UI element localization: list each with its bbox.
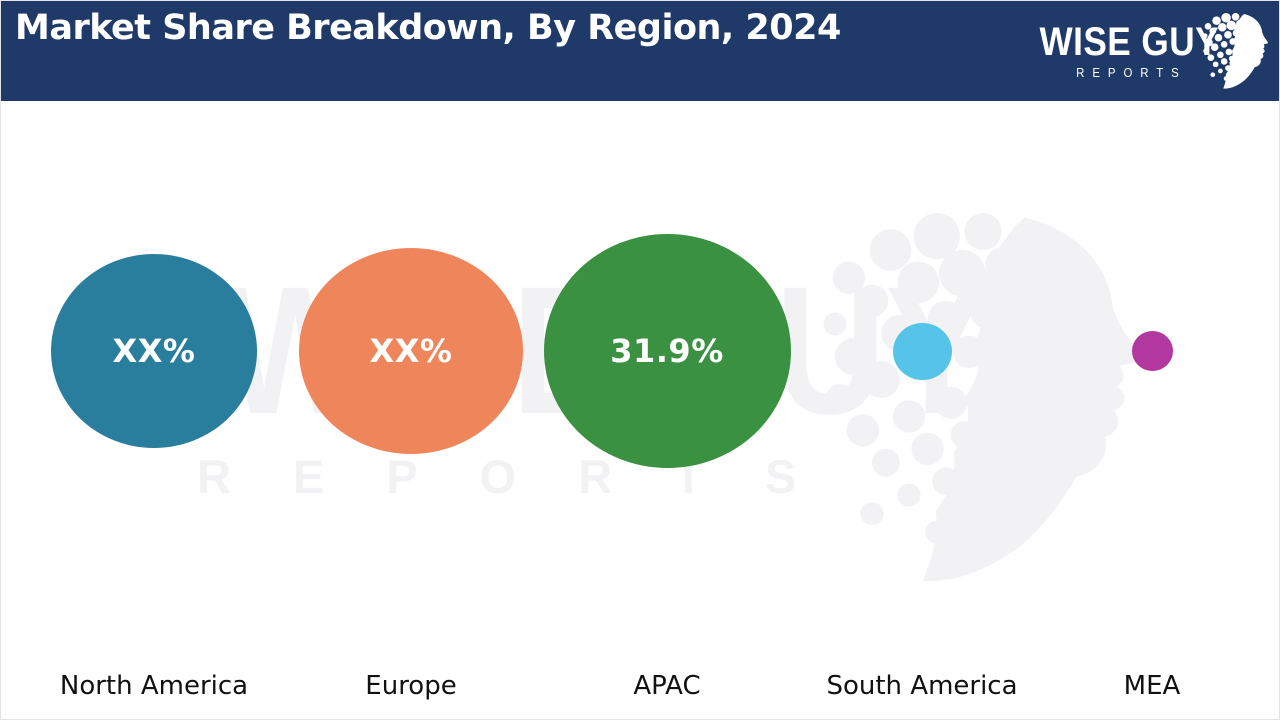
page-title: Market Share Breakdown, By Region, 2024: [15, 8, 841, 48]
bubble-value-label: XX%: [112, 332, 196, 370]
category-label-north-america: North America: [59, 671, 249, 701]
brand-name: WISE GUY: [1039, 20, 1219, 64]
bubble-mea: [1131, 331, 1173, 371]
category-label-europe: Europe: [365, 671, 457, 701]
brand-subtitle: REPORTS: [1076, 65, 1187, 80]
brand-logo-text: WISE GUY REPORTS: [1039, 22, 1219, 80]
bubble-south-america: [892, 322, 952, 380]
bubble-value-label: 31.9%: [610, 332, 724, 370]
header-bar: Market Share Breakdown, By Region, 2024 …: [1, 1, 1279, 101]
bubble-apac: 31.9%: [543, 234, 791, 468]
watermark-subtitle-text: REPORTS: [197, 450, 859, 503]
category-label-mea: MEA: [1123, 671, 1181, 701]
category-label-apac: APAC: [633, 671, 701, 701]
bubble-value-label: XX%: [369, 332, 453, 370]
category-label-south-america: South America: [826, 671, 1018, 701]
brand-logo: WISE GUY REPORTS: [1015, 11, 1273, 91]
bubble-europe: XX%: [299, 248, 523, 454]
watermark-head-icon: [823, 213, 1141, 582]
bubble-north-america: XX%: [51, 254, 257, 448]
